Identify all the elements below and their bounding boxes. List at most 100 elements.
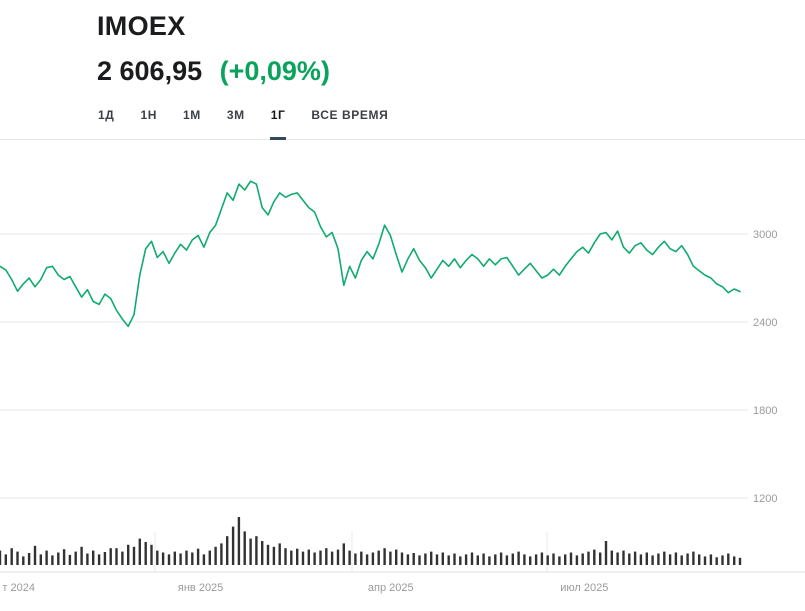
volume-bar xyxy=(709,554,713,565)
volume-bar xyxy=(348,550,351,565)
volume-bar xyxy=(313,552,316,565)
volume-bar xyxy=(342,543,345,565)
x-tick-label: янв 2025 xyxy=(178,582,223,594)
volume-bar xyxy=(132,546,136,565)
volume-bar xyxy=(464,554,468,565)
volume-bar xyxy=(639,554,643,565)
volume-bar xyxy=(727,553,730,565)
volume-bar xyxy=(220,543,223,565)
volume-bar xyxy=(534,554,538,565)
volume-bar xyxy=(377,550,380,565)
volume-bar xyxy=(167,554,171,565)
volume-bar xyxy=(179,553,182,565)
volume-bar xyxy=(686,553,689,565)
volume-bar xyxy=(296,548,299,565)
volume-bar xyxy=(668,554,672,565)
volume-bar xyxy=(185,550,188,565)
y-tick-label: 2400 xyxy=(753,317,777,329)
price-volume-chart[interactable]: 3000 2400 1800 1200 т 2024 янв 2025 апр 2025 ию… xyxy=(0,140,805,608)
volume-bar xyxy=(575,555,579,565)
volume-bar xyxy=(435,554,439,565)
volume-bar xyxy=(92,550,95,565)
volume-bar xyxy=(383,548,386,565)
volume-bar xyxy=(412,553,415,565)
volume-bar xyxy=(231,526,235,565)
x-tick-label: т 2024 xyxy=(2,582,35,594)
tab-period-1d[interactable]: 1Д xyxy=(97,102,115,140)
volume-bar xyxy=(27,553,31,565)
quote-header: IMOEX 2 606,95 (+0,09%) 1Д 1Н 1М 3М 1Г В… xyxy=(0,0,805,140)
volume-bar xyxy=(266,544,270,565)
x-tick-label: апр 2025 xyxy=(368,582,414,594)
volume-bar xyxy=(22,556,25,565)
volume-bar xyxy=(453,553,456,565)
volume-bar xyxy=(319,550,322,565)
price-row: 2 606,95 (+0,09%) xyxy=(97,55,805,87)
volume-bar xyxy=(261,541,264,565)
volume-bar xyxy=(51,555,54,565)
volume-bar xyxy=(144,542,147,565)
volume-bar xyxy=(610,550,613,565)
volume-bar xyxy=(569,552,573,565)
volume-bar xyxy=(325,548,328,565)
volume-bar xyxy=(599,552,602,565)
volume-bar xyxy=(10,548,13,565)
volume-bar xyxy=(121,551,124,565)
volume-bar xyxy=(715,557,718,565)
volume-bar xyxy=(692,551,695,565)
volume-bar xyxy=(558,556,561,565)
price-line xyxy=(0,180,741,328)
volume-bar xyxy=(365,554,369,565)
volume-bar xyxy=(191,552,194,565)
volume-bar xyxy=(68,554,72,565)
volume-bar xyxy=(488,556,491,565)
volume-bar xyxy=(663,551,666,565)
volume-bar xyxy=(255,536,258,565)
volume-bar xyxy=(622,550,625,565)
volume-bar xyxy=(226,536,229,565)
volume-bar xyxy=(447,555,450,565)
tab-period-1w[interactable]: 1Н xyxy=(139,102,158,140)
volume-bar xyxy=(400,552,404,565)
tab-period-1m[interactable]: 1М xyxy=(182,102,202,140)
price-change: (+0,09%) xyxy=(219,56,330,86)
last-price: 2 606,95 xyxy=(97,56,203,86)
volume-bar xyxy=(645,552,648,565)
volume-bar xyxy=(80,546,83,565)
volume-bar xyxy=(511,553,514,565)
volume-bar xyxy=(482,553,485,565)
volume-bar xyxy=(633,551,637,565)
volume-bar xyxy=(721,555,724,565)
volume-bar xyxy=(156,550,159,565)
volume-bar xyxy=(4,554,7,565)
volume-bar xyxy=(424,553,427,565)
tab-period-3m[interactable]: 3М xyxy=(226,102,246,140)
volume-bar xyxy=(371,552,375,565)
volume-bar xyxy=(138,538,141,565)
volume-bar xyxy=(109,548,112,565)
volume-bar xyxy=(16,551,19,565)
volume-bar xyxy=(430,551,433,565)
x-tick-label: июл 2025 xyxy=(560,582,608,594)
volume-bar xyxy=(57,552,60,565)
volume-bar xyxy=(517,551,520,565)
volume-bar xyxy=(529,556,532,565)
y-tick-label: 1800 xyxy=(753,405,777,417)
volume-bar xyxy=(45,550,48,565)
tab-period-1y[interactable]: 1Г xyxy=(269,102,287,140)
volume-bar xyxy=(161,552,165,565)
volume-bar xyxy=(33,545,37,565)
volume-bar xyxy=(470,552,474,565)
volume-bar xyxy=(505,555,509,565)
volume-bar xyxy=(243,531,246,565)
volume-bar xyxy=(62,549,66,565)
period-tabs: 1Д 1Н 1М 3М 1Г ВСЕ ВРЕМЯ xyxy=(97,102,805,140)
volume-bar xyxy=(115,548,118,565)
volume-bar xyxy=(406,554,410,565)
volume-bar xyxy=(150,544,153,565)
volume-bar xyxy=(651,555,654,565)
volume-bar xyxy=(581,553,584,565)
tab-period-all-time[interactable]: ВСЕ ВРЕМЯ xyxy=(310,102,389,140)
volume-bar xyxy=(307,549,310,565)
volume-bar xyxy=(441,552,444,565)
